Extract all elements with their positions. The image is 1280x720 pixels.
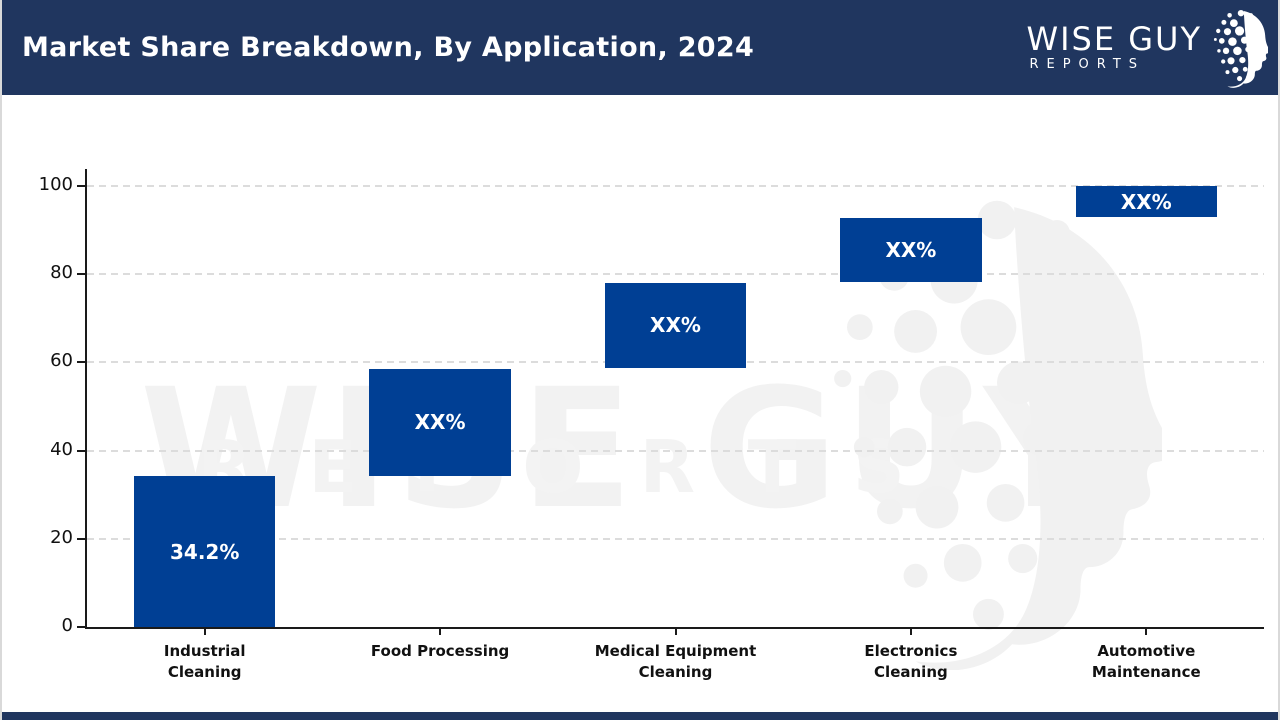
y-tick-label-80: 80 xyxy=(50,262,73,284)
y-tick-label-20: 20 xyxy=(50,526,73,548)
bar-electronics-cleaning: XX% xyxy=(840,217,982,283)
y-tick-20 xyxy=(77,537,85,540)
x-tick-label-automotive-maintenance: Automotive Maintenance xyxy=(1091,642,1201,681)
y-axis-line xyxy=(85,169,87,629)
brand-tagline: REPORTS xyxy=(1029,56,1146,72)
header-bar: Market Share Breakdown, By Application, … xyxy=(2,0,1278,95)
x-tick-food-processing xyxy=(439,627,442,635)
chart-panel: WISE GUY REPORTS 0 20 40 60 80 100 34.2% Indust… xyxy=(2,95,1278,712)
brand-wordmark: WISE GUY REPORTS xyxy=(1026,23,1202,72)
y-tick-100 xyxy=(77,185,85,187)
y-tick-label-60: 60 xyxy=(50,350,73,372)
wise-guy-head-icon xyxy=(1204,6,1268,90)
brand-name: WISE GUY xyxy=(1026,20,1202,59)
y-tick-label-100: 100 xyxy=(38,174,73,195)
y-tick-0 xyxy=(77,626,85,628)
x-tick-label-medical-equipment-cleaning: Medical Equipment Cleaning xyxy=(594,642,757,681)
bar-food-processing: XX% xyxy=(369,368,511,477)
y-tick-40 xyxy=(77,449,85,452)
bar-value-label: XX% xyxy=(1120,189,1172,214)
bar-value-label: 34.2% xyxy=(170,539,240,564)
bar-medical-equipment-cleaning: XX% xyxy=(604,283,747,368)
y-tick-60 xyxy=(77,361,85,364)
x-tick-label-industrial-cleaning: Industrial Cleaning xyxy=(163,642,246,681)
x-tick-medical-equipment-cleaning xyxy=(674,627,677,635)
x-tick-industrial-cleaning xyxy=(203,627,206,635)
bar-industrial-cleaning: 34.2% xyxy=(134,476,276,627)
y-tick-label-40: 40 xyxy=(50,438,73,460)
brand-logo: WISE GUY REPORTS xyxy=(1026,0,1268,95)
y-tick-label-0: 0 xyxy=(61,615,73,636)
x-tick-label-electronics-cleaning: Electronics Cleaning xyxy=(864,642,958,681)
gridline-100 xyxy=(87,185,1264,187)
chart-title: Market Share Breakdown, By Application, … xyxy=(22,32,755,63)
bar-value-label: XX% xyxy=(650,313,701,338)
watermark-tagline: REPORTS xyxy=(197,425,961,509)
gridline-80 xyxy=(87,273,1264,276)
x-tick-automotive-maintenance xyxy=(1145,627,1148,635)
footer-bar xyxy=(2,712,1278,720)
bar-automotive-maintenance: XX% xyxy=(1075,186,1217,218)
bar-value-label: XX% xyxy=(414,410,466,435)
gridline-20 xyxy=(87,537,1264,540)
waterfall-chart: 0 20 40 60 80 100 34.2% Industrial Cleaning XX% Fo… xyxy=(39,169,1264,681)
y-tick-80 xyxy=(77,273,85,276)
bar-value-label: XX% xyxy=(885,237,937,262)
x-tick-label-food-processing: Food Processing xyxy=(370,642,510,660)
x-tick-electronics-cleaning xyxy=(909,627,912,635)
gridline-40 xyxy=(87,449,1264,452)
